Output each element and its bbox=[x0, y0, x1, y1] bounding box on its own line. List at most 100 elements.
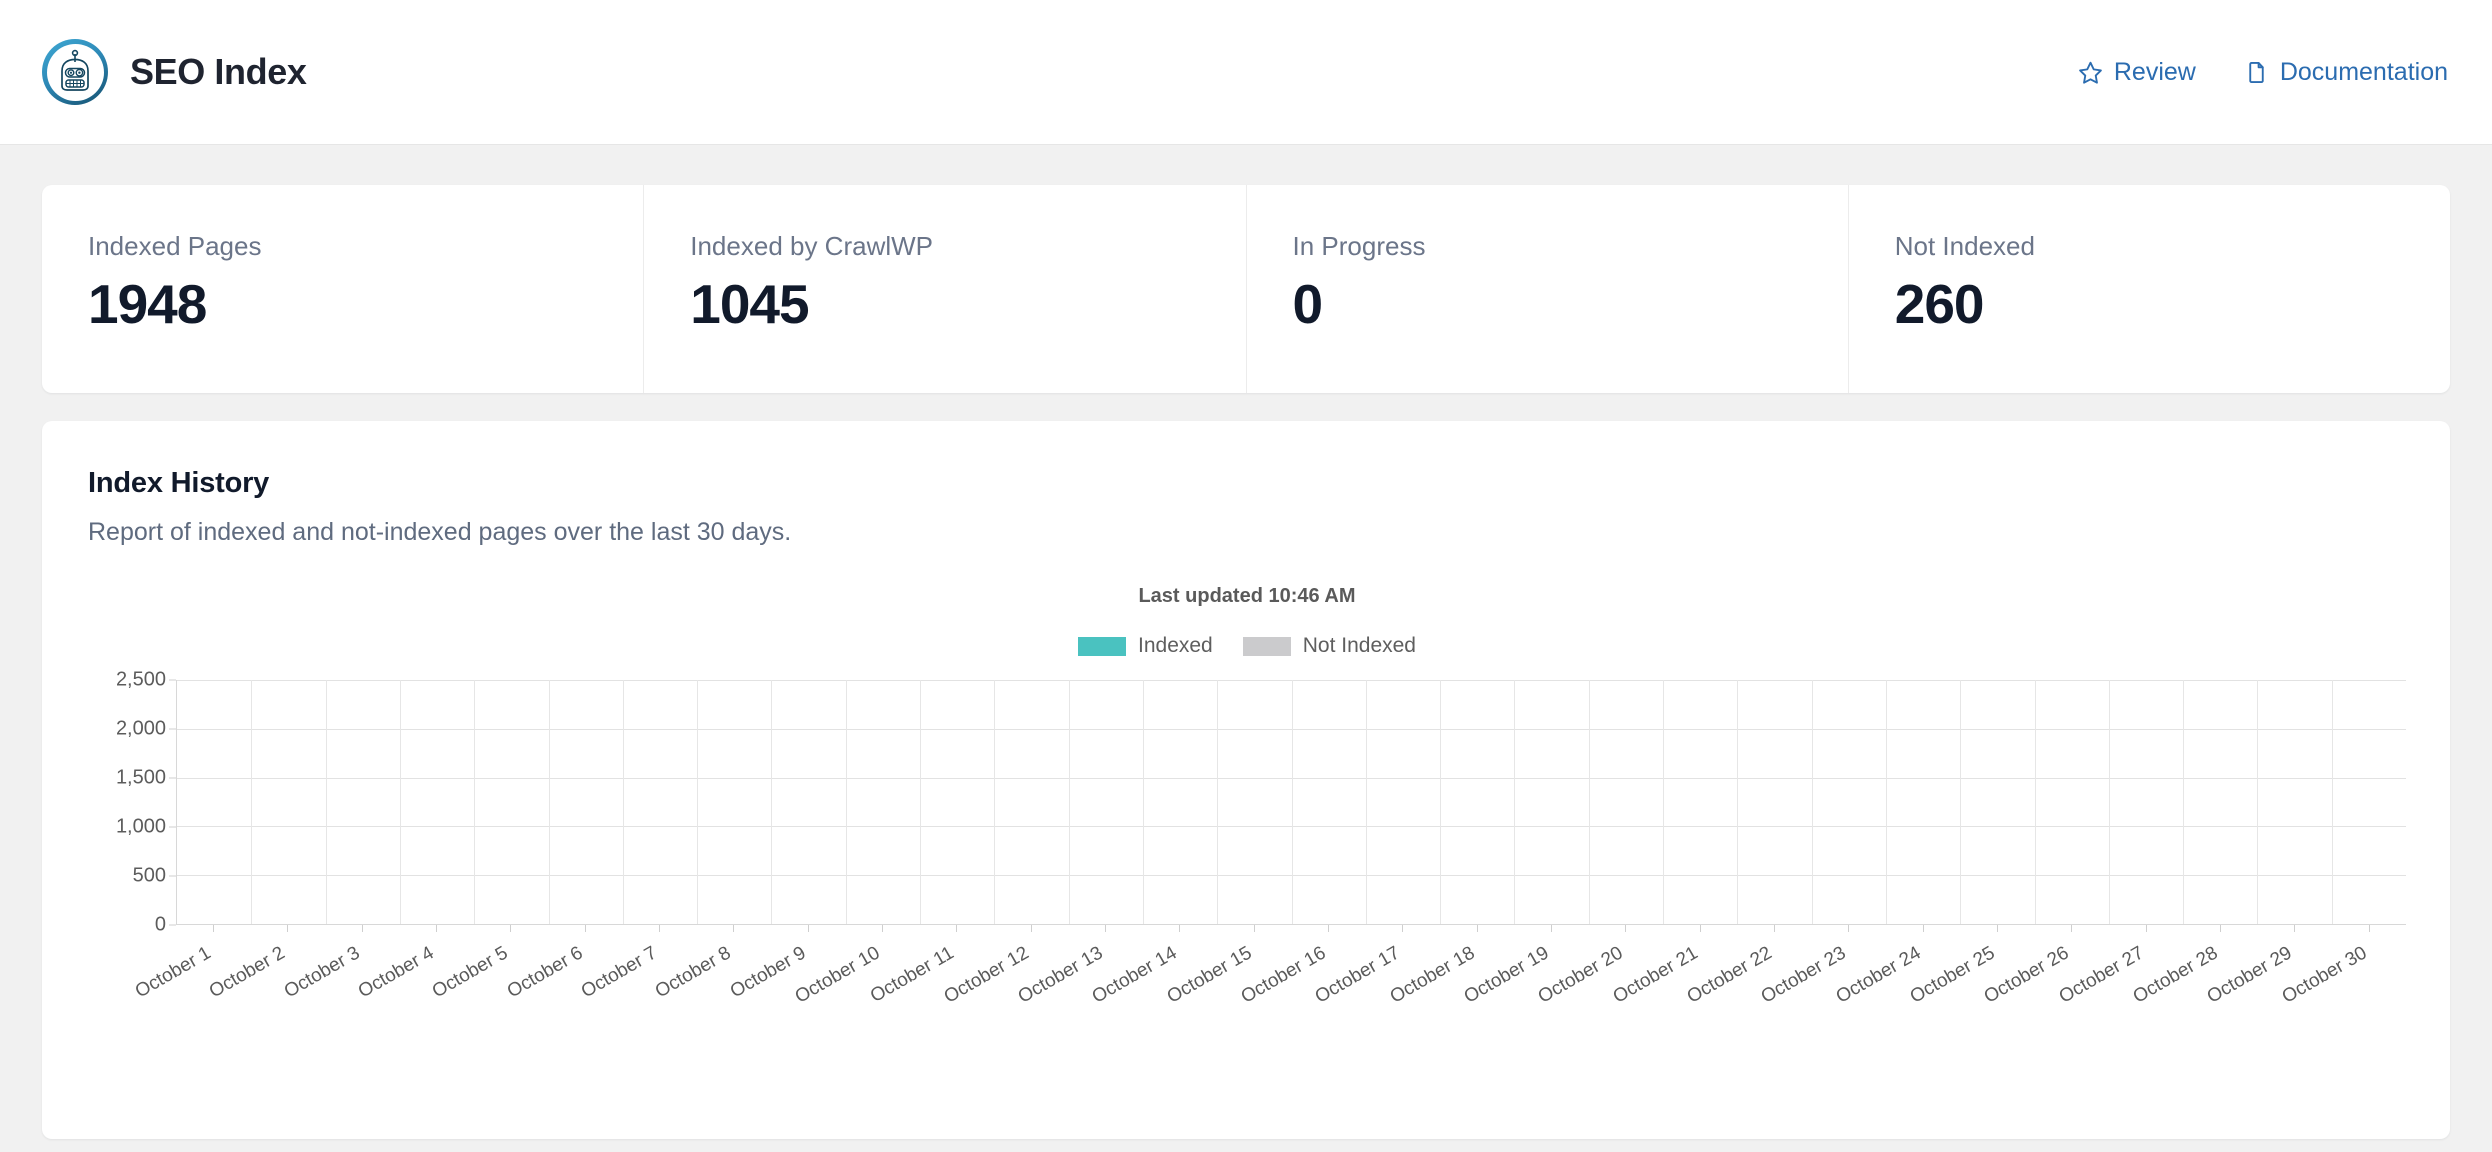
x-axis-slot: October 1 bbox=[132, 925, 250, 1011]
robot-head-logo-icon bbox=[42, 39, 108, 105]
stat-label: Not Indexed bbox=[1894, 231, 2035, 261]
chart-gridline-vertical bbox=[548, 680, 550, 924]
chart-bar-slot[interactable] bbox=[920, 680, 994, 924]
chart-bar-slot[interactable] bbox=[1812, 680, 1886, 924]
chart-bar-slot[interactable] bbox=[994, 680, 1068, 924]
x-axis-tick-mark bbox=[584, 925, 586, 932]
chart-bar-slot[interactable] bbox=[1143, 680, 1217, 924]
chart-bar-slot[interactable] bbox=[251, 680, 325, 924]
chart-gridline-vertical bbox=[1365, 680, 1367, 924]
chart-bar-slot[interactable] bbox=[548, 680, 622, 924]
x-axis-slot: October 17 bbox=[1312, 925, 1439, 1011]
x-axis-tick-mark bbox=[882, 925, 884, 932]
stat-value: 1045 bbox=[690, 273, 809, 335]
chart-bar-slot[interactable] bbox=[2257, 680, 2331, 924]
x-axis-tick-mark bbox=[1328, 925, 1330, 932]
chart-gridline-vertical bbox=[1440, 680, 1442, 924]
x-axis-slot: October 3 bbox=[281, 925, 399, 1011]
x-axis-slot: October 20 bbox=[1535, 925, 1662, 1011]
x-axis-slot: October 25 bbox=[1907, 925, 2034, 1011]
chart-bar-slot[interactable] bbox=[1069, 680, 1143, 924]
chart-bar-slot[interactable] bbox=[1589, 680, 1663, 924]
x-axis-tick-mark bbox=[2220, 925, 2222, 932]
x-axis-tick-mark bbox=[2145, 925, 2147, 932]
x-axis-tick-mark bbox=[1105, 925, 1107, 932]
chart-bar-slot[interactable] bbox=[1291, 680, 1365, 924]
x-axis-slot: October 28 bbox=[2130, 925, 2257, 1011]
chart-bars bbox=[177, 680, 2406, 924]
chart-plot-area bbox=[176, 680, 2406, 925]
chart-bar-slot[interactable] bbox=[1440, 680, 1514, 924]
review-link-label: Review bbox=[2113, 57, 2196, 86]
chart-bar-slot[interactable] bbox=[1514, 680, 1588, 924]
x-axis-tick-mark bbox=[659, 925, 661, 932]
stat-card-in-progress: In Progress 0 bbox=[1247, 185, 1849, 393]
documentation-link-label: Documentation bbox=[2279, 57, 2448, 86]
header-actions: Review Documentation bbox=[2078, 58, 2448, 87]
legend-item-not-indexed[interactable]: Not Indexed bbox=[1242, 634, 1416, 658]
x-axis-slot: October 4 bbox=[355, 925, 473, 1011]
documentation-link[interactable]: Documentation bbox=[2244, 58, 2448, 87]
chart-bar-slot[interactable] bbox=[846, 680, 920, 924]
y-axis-tick-mark bbox=[169, 728, 176, 730]
chart-bar-slot[interactable] bbox=[1886, 680, 1960, 924]
x-axis-tick-mark bbox=[1848, 925, 1850, 932]
stat-value: 260 bbox=[1894, 273, 1985, 335]
x-axis-tick-mark bbox=[733, 925, 735, 932]
x-axis-slot: October 7 bbox=[578, 925, 696, 1011]
x-axis-slot: October 9 bbox=[727, 925, 845, 1011]
y-axis-tick-mark bbox=[169, 875, 176, 877]
chart-bar-slot[interactable] bbox=[1366, 680, 1440, 924]
chart-y-axis: 0 500 1,000 1,500 2,000 2,500 bbox=[88, 669, 176, 936]
robot-head-glyph bbox=[61, 49, 89, 91]
page-title: SEO Index bbox=[130, 51, 307, 92]
brand: SEO Index bbox=[42, 39, 307, 105]
x-axis-tick-mark bbox=[1997, 925, 1999, 932]
x-axis-tick-mark bbox=[510, 925, 512, 932]
x-axis-tick-mark bbox=[1625, 925, 1627, 932]
chart-gridline-vertical bbox=[622, 680, 624, 924]
chart-bar-slot[interactable] bbox=[177, 680, 251, 924]
x-axis-tick-mark bbox=[361, 925, 363, 932]
chart-gridline-vertical bbox=[399, 680, 401, 924]
chart-gridline-vertical bbox=[1068, 680, 1070, 924]
x-axis-slot: October 2 bbox=[206, 925, 324, 1011]
chart-bar-slot[interactable] bbox=[400, 680, 474, 924]
x-axis-slot: October 26 bbox=[1981, 925, 2108, 1011]
x-axis-tick-mark bbox=[2071, 925, 2073, 932]
y-axis-tick-mark bbox=[169, 777, 176, 779]
chart-bar-slot[interactable] bbox=[1663, 680, 1737, 924]
x-axis-tick-mark bbox=[1551, 925, 1553, 932]
x-axis-slot: October 8 bbox=[652, 925, 770, 1011]
chart-gridline-vertical bbox=[2183, 680, 2185, 924]
x-axis-tick-mark bbox=[2294, 925, 2296, 932]
stat-value: 1948 bbox=[88, 273, 207, 335]
chart-bar-slot[interactable] bbox=[2183, 680, 2257, 924]
chart-bar-slot[interactable] bbox=[2332, 680, 2406, 924]
chart-gridline-vertical bbox=[1514, 680, 1516, 924]
index-history-panel: Index History Report of indexed and not-… bbox=[42, 421, 2450, 1139]
chart-gridline-vertical bbox=[1960, 680, 1962, 924]
x-axis-tick-mark bbox=[807, 925, 809, 932]
stat-card-not-indexed: Not Indexed 260 bbox=[1849, 185, 2450, 393]
stats-row: Indexed Pages 1948 Indexed by CrawlWP 10… bbox=[42, 185, 2450, 393]
chart-bar-slot[interactable] bbox=[1960, 680, 2034, 924]
legend-swatch-indexed bbox=[1078, 636, 1126, 656]
legend-item-indexed[interactable]: Indexed bbox=[1078, 634, 1213, 658]
chart-bar-slot[interactable] bbox=[326, 680, 400, 924]
chart-bar-slot[interactable] bbox=[474, 680, 548, 924]
x-axis-tick-mark bbox=[213, 925, 215, 932]
app-header: SEO Index Review Documentation bbox=[0, 0, 2492, 145]
x-axis-slot: October 14 bbox=[1089, 925, 1216, 1011]
chart-bar-slot[interactable] bbox=[2109, 680, 2183, 924]
chart-bar-slot[interactable] bbox=[697, 680, 771, 924]
chart-bar-slot[interactable] bbox=[771, 680, 845, 924]
chart-last-updated: Last updated 10:46 AM bbox=[1138, 585, 1356, 607]
chart-bar-slot[interactable] bbox=[1737, 680, 1811, 924]
chart-gridline-vertical bbox=[2257, 680, 2259, 924]
review-link[interactable]: Review bbox=[2078, 58, 2196, 87]
stat-label: In Progress bbox=[1292, 231, 1426, 261]
chart-bar-slot[interactable] bbox=[1217, 680, 1291, 924]
chart-bar-slot[interactable] bbox=[623, 680, 697, 924]
chart-bar-slot[interactable] bbox=[2034, 680, 2108, 924]
